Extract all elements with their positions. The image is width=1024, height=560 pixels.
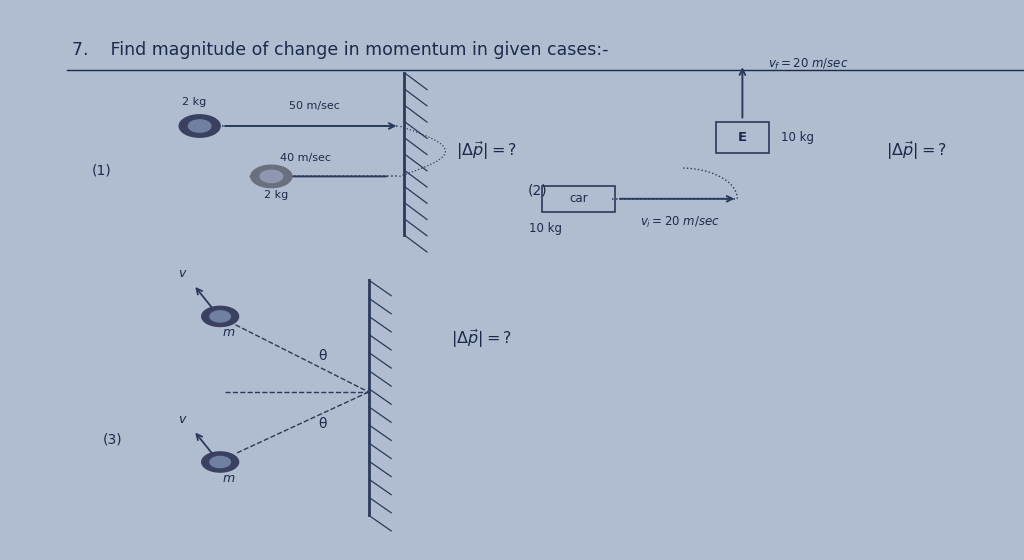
Text: 7.    Find magnitude of change in momentum in given cases:-: 7. Find magnitude of change in momentum … [72, 41, 608, 59]
Text: car: car [569, 192, 588, 206]
Text: 50 m/sec: 50 m/sec [290, 101, 340, 111]
Text: v: v [178, 413, 185, 426]
Text: 10 kg: 10 kg [528, 222, 562, 235]
Text: θ: θ [318, 417, 327, 431]
Circle shape [260, 170, 283, 183]
Text: (3): (3) [102, 432, 122, 447]
Circle shape [188, 120, 211, 132]
Text: (1): (1) [92, 164, 112, 178]
Text: 40 m/sec: 40 m/sec [280, 153, 331, 163]
Text: m: m [222, 472, 234, 484]
Circle shape [202, 306, 239, 326]
Text: $v_i = 20\ m/sec$: $v_i = 20\ m/sec$ [640, 214, 720, 230]
Circle shape [251, 165, 292, 188]
Text: 2 kg: 2 kg [264, 190, 289, 200]
Circle shape [210, 456, 230, 468]
Text: $v_f = 20\ m/sec$: $v_f = 20\ m/sec$ [768, 57, 849, 72]
Text: θ: θ [318, 348, 327, 362]
Circle shape [210, 311, 230, 322]
Text: (2): (2) [527, 184, 547, 197]
Text: 2 kg: 2 kg [182, 97, 207, 107]
Text: m: m [222, 326, 234, 339]
Text: $|\Delta\vec{p}|= ?$: $|\Delta\vec{p}|= ?$ [886, 140, 946, 162]
Circle shape [202, 452, 239, 472]
Text: $|\Delta\vec{p}|= ?$: $|\Delta\vec{p}|= ?$ [456, 140, 516, 162]
Text: v: v [178, 267, 185, 280]
Text: 10 kg: 10 kg [781, 130, 814, 144]
Circle shape [179, 115, 220, 137]
Text: $|\Delta\vec{p}|= ?$: $|\Delta\vec{p}|= ?$ [451, 328, 511, 350]
Text: E: E [738, 130, 746, 144]
